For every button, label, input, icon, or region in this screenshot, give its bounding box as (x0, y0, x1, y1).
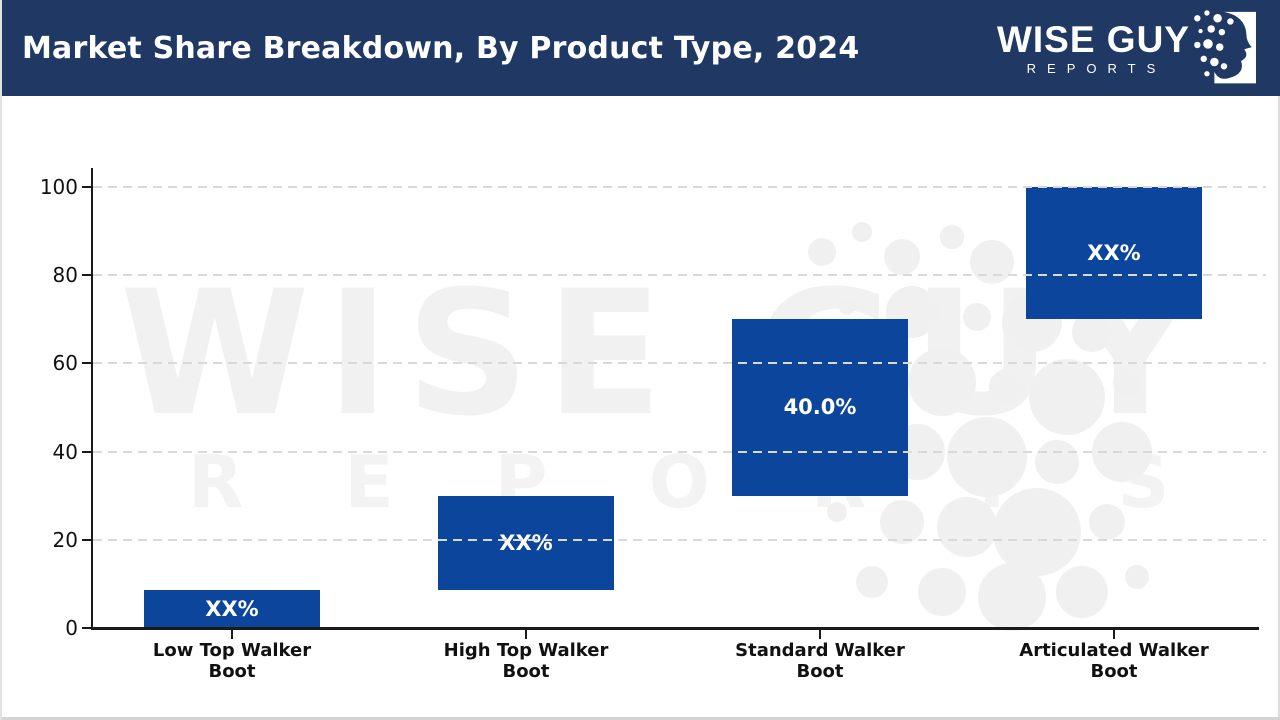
y-tick-label: 0 (65, 616, 78, 640)
face-profile-logo-icon (1192, 8, 1256, 88)
x-tick-4 (1113, 630, 1115, 639)
bottom-border (2, 717, 1280, 720)
y-tick-20 (82, 538, 91, 541)
y-tick-40 (82, 450, 91, 453)
x-category-line1: Standard Walker (735, 640, 905, 661)
x-category-line2: Boot (502, 661, 550, 682)
bar-4: XX% (1026, 187, 1202, 320)
brand-name: WISE GUY (996, 19, 1190, 60)
y-tick-label: 100 (39, 175, 78, 199)
bar-value-label: XX% (205, 597, 259, 622)
gridline-20 (93, 538, 1266, 541)
y-tick-80 (82, 274, 91, 277)
x-category-line2: Boot (796, 661, 844, 682)
y-tick-60 (82, 362, 91, 365)
bar-2: XX% (438, 495, 614, 591)
x-tick-3 (819, 630, 821, 639)
page-title: Market Share Breakdown, By Product Type,… (22, 30, 860, 66)
x-category-line2: Boot (1090, 661, 1138, 682)
bar-value-label: XX% (499, 530, 553, 555)
gridline-40 (93, 450, 1266, 453)
x-category-line1: High Top Walker (443, 640, 609, 661)
x-category-line1: Low Top Walker (152, 640, 312, 661)
gridline-60 (93, 362, 1266, 365)
x-category-line1: Articulated Walker (1019, 640, 1209, 661)
bar-value-label: 40.0% (783, 395, 857, 420)
bar-1: XX% (144, 590, 320, 628)
x-category-line2: Boot (208, 661, 256, 682)
header-bar: Market Share Breakdown, By Product Type,… (2, 0, 1280, 96)
brand-logo-text: WISE GUY REPORTS (997, 21, 1190, 75)
bar-3: 40.0% (732, 319, 908, 496)
bar-value-label: XX% (1087, 241, 1141, 266)
y-tick-label: 60 (52, 351, 78, 376)
brand-subname: REPORTS (1026, 61, 1167, 76)
y-tick-label: 20 (52, 527, 78, 552)
y-axis-spine (91, 168, 93, 629)
gridline-100 (93, 186, 1266, 188)
y-tick-100 (82, 186, 91, 188)
x-axis-spine (91, 627, 1259, 630)
brand-logo: WISE GUY REPORTS (997, 8, 1256, 88)
x-tick-2 (525, 630, 527, 639)
x-category-label: Articulated Walker Boot (974, 640, 1254, 682)
x-category-label: Low Top Walker Boot (92, 640, 372, 682)
x-category-label: Standard Walker Boot (680, 640, 960, 682)
y-tick-label: 80 (52, 263, 78, 288)
watermark-brand-text: WISE GUY (120, 253, 1209, 454)
gridline-80 (93, 274, 1266, 277)
y-tick-label: 40 (52, 439, 78, 464)
y-tick-0 (82, 627, 91, 629)
x-category-label: High Top Walker Boot (386, 640, 666, 682)
x-tick-1 (231, 630, 233, 639)
